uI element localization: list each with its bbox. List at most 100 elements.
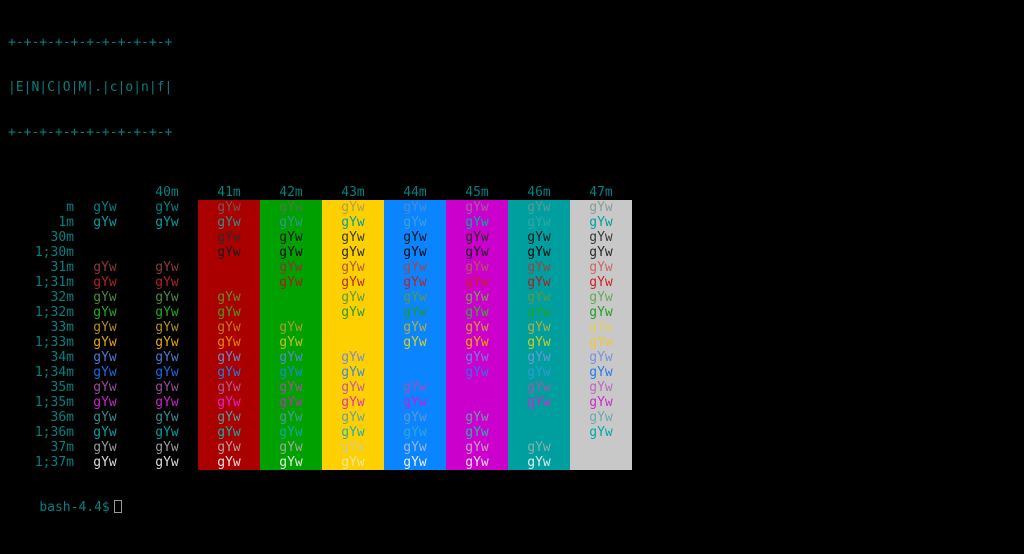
color-sample-cell: gYw (570, 350, 632, 365)
color-sample-cell: gYw (322, 215, 384, 230)
color-sample-cell: gYw (260, 245, 322, 260)
color-sample-cell: gYw (322, 245, 384, 260)
table-row: 1;36m gYw gYw gYw gYw gYw gYw gYw gYw gYw (8, 425, 632, 440)
row-label: 31m (50, 260, 74, 275)
color-sample-cell: gYw (508, 410, 570, 425)
color-sample-cell: gYw (93, 365, 117, 380)
color-sample-cell: gYw (322, 230, 384, 245)
color-sample-cell: gYw (508, 335, 570, 350)
color-sample-cell: gYw (198, 425, 260, 440)
color-sample-cell: gYw (570, 260, 632, 275)
color-sample-cell: gYw (384, 425, 446, 440)
color-sample-cell: gYw (508, 425, 570, 440)
color-sample-cell: gYw (260, 425, 322, 440)
color-sample-cell: gYw (260, 455, 322, 470)
color-sample-cell: gYw (508, 455, 570, 470)
color-sample-cell: gYw (136, 410, 198, 425)
color-sample-cell: gYw (446, 230, 508, 245)
color-sample-cell: gYw (508, 350, 570, 365)
color-sample-cell: gYw (446, 455, 508, 470)
table-row: 31m gYw gYw gYw gYw gYw gYw gYw gYw gYw (8, 260, 632, 275)
row-label: 1;30m (34, 245, 74, 260)
color-sample-cell: gYw (198, 380, 260, 395)
color-sample-cell: gYw (508, 320, 570, 335)
banner-line-bottom: +-+-+-+-+-+-+-+-+-+-+ (8, 125, 173, 140)
color-sample-cell: gYw (446, 275, 508, 290)
color-sample-cell: gYw (384, 410, 446, 425)
table-row: 1;33m gYw gYw gYw gYw gYw gYw gYw gYw gYw (8, 335, 632, 350)
row-label: 32m (50, 290, 74, 305)
table-body: m gYw gYw gYw gYw gYw gYw gYw gYw gYw 1m gYw gYw gYw g… (8, 200, 632, 470)
color-sample-cell: gYw (260, 320, 322, 335)
color-sample-cell: gYw (570, 440, 632, 455)
column-header-46m: 46m (527, 185, 551, 200)
row-label: 37m (50, 440, 74, 455)
color-sample-cell: gYw (384, 440, 446, 455)
table-row: 35m gYw gYw gYw gYw gYw gYw gYw gYw gYw (8, 380, 632, 395)
color-sample-cell: gYw (446, 395, 508, 410)
color-sample-cell: gYw (136, 455, 198, 470)
table-row: 1;31m gYw gYw gYw gYw gYw gYw gYw gYw gYw (8, 275, 632, 290)
table-corner (8, 185, 74, 200)
color-sample-cell: gYw (198, 365, 260, 380)
color-sample-cell: gYw (446, 200, 508, 215)
color-sample-cell: gYw (322, 410, 384, 425)
color-sample-cell: gYw (508, 215, 570, 230)
table-row: 1;34m gYw gYw gYw gYw gYw gYw gYw gYw gYw (8, 365, 632, 380)
color-sample-cell: gYw (93, 440, 117, 455)
color-sample-cell: gYw (384, 290, 446, 305)
color-sample-cell: gYw (384, 215, 446, 230)
table-row: 33m gYw gYw gYw gYw gYw gYw gYw gYw gYw (8, 320, 632, 335)
color-sample-cell: gYw (260, 260, 322, 275)
color-sample-cell: gYw (260, 365, 322, 380)
color-sample-cell: gYw (93, 230, 117, 245)
color-sample-cell: gYw (508, 230, 570, 245)
column-header-45m: 45m (465, 185, 489, 200)
color-sample-cell: gYw (260, 215, 322, 230)
color-sample-cell: gYw (93, 290, 117, 305)
color-sample-cell: gYw (136, 260, 198, 275)
color-sample-cell: gYw (322, 395, 384, 410)
color-sample-cell: gYw (384, 455, 446, 470)
color-sample-cell: gYw (198, 275, 260, 290)
color-sample-cell: gYw (446, 290, 508, 305)
color-sample-cell: gYw (198, 290, 260, 305)
column-header-40m: 40m (155, 185, 179, 200)
color-sample-cell: gYw (322, 425, 384, 440)
color-sample-cell: gYw (384, 395, 446, 410)
color-sample-cell: gYw (322, 290, 384, 305)
color-sample-cell: gYw (198, 245, 260, 260)
color-sample-cell: gYw (198, 350, 260, 365)
color-sample-cell: gYw (508, 245, 570, 260)
color-sample-cell: gYw (93, 275, 117, 290)
color-sample-cell: gYw (508, 200, 570, 215)
table-row: 1m gYw gYw gYw gYw gYw gYw gYw gYw gYw (8, 215, 632, 230)
color-sample-cell: gYw (198, 395, 260, 410)
color-sample-cell: gYw (508, 260, 570, 275)
color-sample-cell: gYw (93, 215, 117, 230)
table-header-row: 40m 41m 42m 43m 44m 45m 46m 47m (8, 185, 632, 200)
color-sample-cell: gYw (508, 395, 570, 410)
color-sample-cell: gYw (446, 425, 508, 440)
color-sample-cell: gYw (570, 425, 632, 440)
color-sample-cell: gYw (260, 290, 322, 305)
column-header-42m: 42m (279, 185, 303, 200)
color-sample-cell: gYw (136, 305, 198, 320)
color-sample-cell: gYw (198, 455, 260, 470)
color-sample-cell: gYw (198, 230, 260, 245)
color-sample-cell: gYw (570, 200, 632, 215)
color-sample-cell: gYw (384, 380, 446, 395)
color-sample-cell: gYw (384, 245, 446, 260)
color-sample-cell: gYw (508, 380, 570, 395)
color-sample-cell: gYw (93, 245, 117, 260)
color-sample-cell: gYw (384, 305, 446, 320)
color-sample-cell: gYw (508, 275, 570, 290)
column-header-47m: 47m (589, 185, 613, 200)
color-sample-cell: gYw (384, 230, 446, 245)
color-sample-cell: gYw (198, 260, 260, 275)
column-header-44m: 44m (403, 185, 427, 200)
color-sample-cell: gYw (570, 245, 632, 260)
color-sample-cell: gYw (570, 380, 632, 395)
color-sample-cell: gYw (570, 335, 632, 350)
color-sample-cell: gYw (446, 380, 508, 395)
